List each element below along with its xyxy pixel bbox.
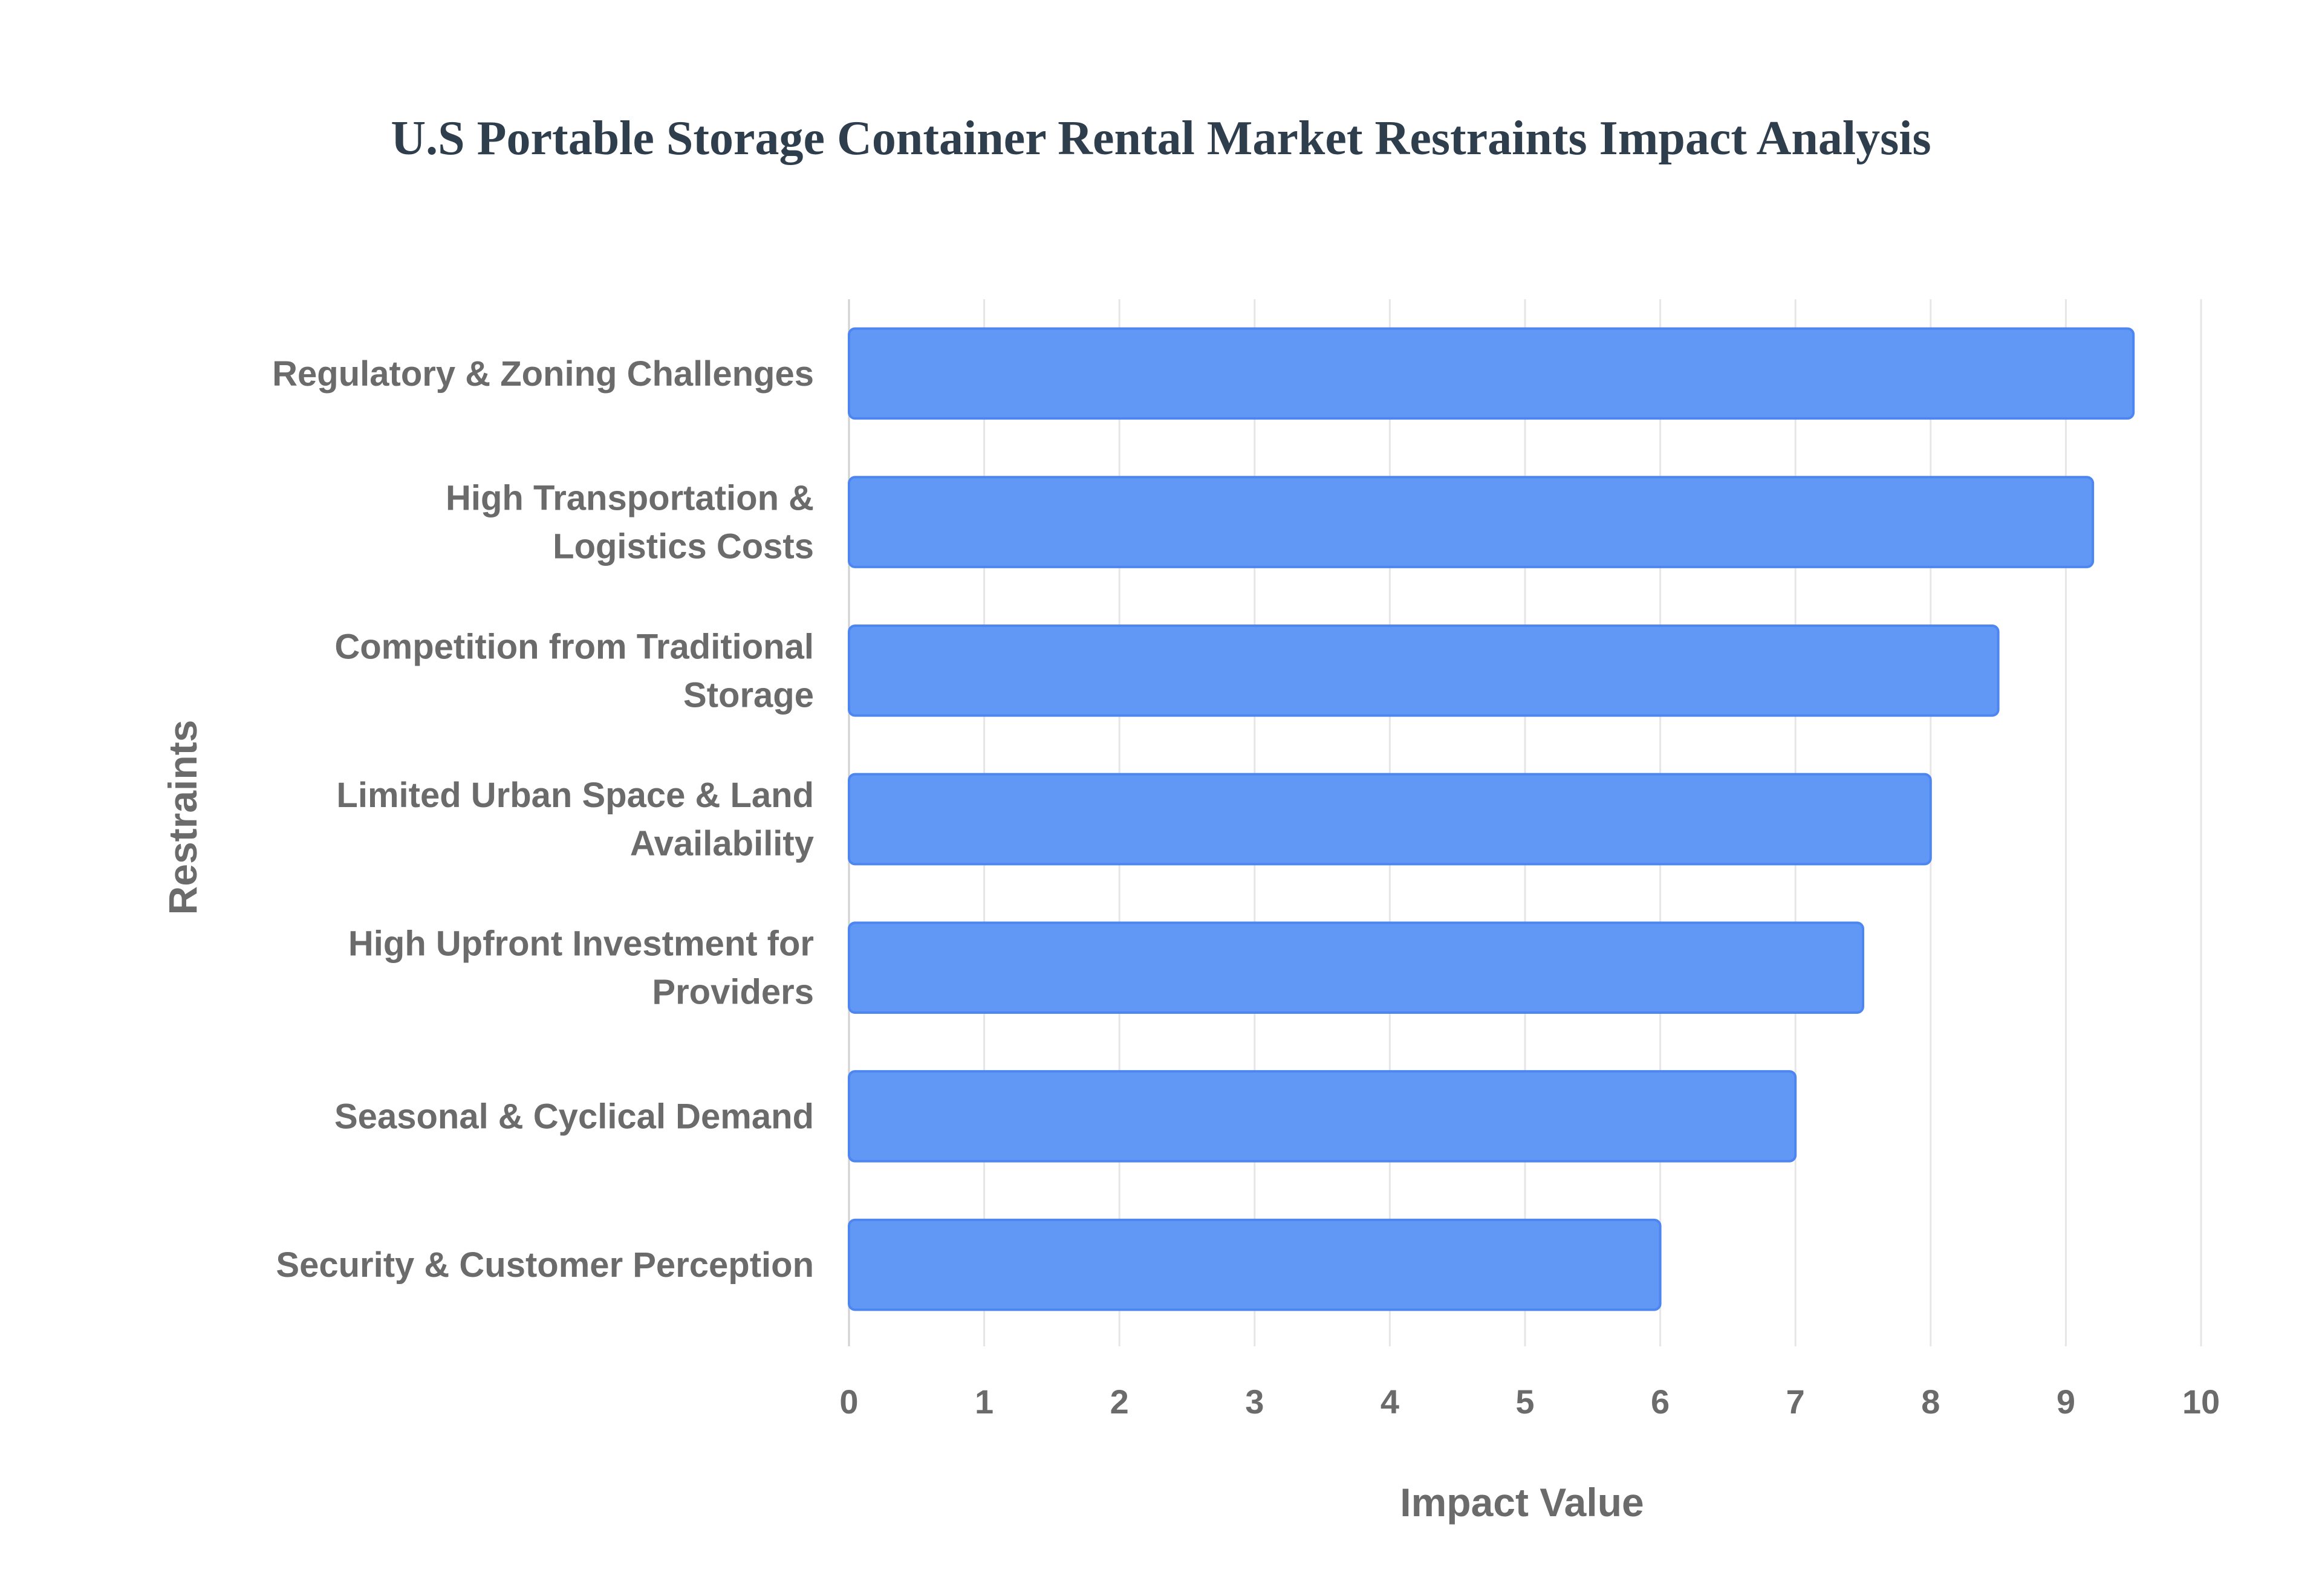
category-label: Security & Customer Perception — [276, 1245, 814, 1285]
category-label: High Upfront Investment for — [348, 924, 814, 964]
bar-2 — [848, 476, 2095, 568]
category-label: Seasonal & Cyclical Demand — [334, 1097, 814, 1136]
category-label: Limited Urban Space & Land — [336, 776, 814, 815]
category-label: Storage — [683, 675, 814, 715]
category-label: Competition from Traditional — [334, 627, 814, 666]
y-axis-title: Restraints — [160, 720, 205, 915]
x-tick-label: 9 — [2057, 1383, 2075, 1421]
category-label: Providers — [652, 973, 814, 1012]
x-tick-label: 7 — [1786, 1383, 1805, 1421]
category-label: Availability — [630, 824, 814, 863]
x-tick-label: 10 — [2182, 1383, 2220, 1421]
x-tick-labels: 0 1 2 3 4 5 6 7 8 9 10 — [839, 1383, 2220, 1421]
x-tick-label: 2 — [1110, 1383, 1129, 1421]
x-tick-label: 5 — [1515, 1383, 1534, 1421]
bar-6 — [848, 1070, 1797, 1163]
x-tick-label: 1 — [975, 1383, 994, 1421]
category-label: Logistics Costs — [553, 527, 814, 566]
bar-3 — [848, 624, 2000, 717]
x-tick-label: 6 — [1651, 1383, 1670, 1421]
bar-7 — [848, 1218, 1662, 1311]
bar-4 — [848, 773, 1932, 866]
bar-5 — [848, 921, 1864, 1014]
x-tick-label: 4 — [1381, 1383, 1399, 1421]
category-label: High Transportation & — [446, 479, 814, 518]
x-tick-label: 0 — [839, 1383, 858, 1421]
bar-1 — [848, 327, 2135, 420]
chart-title: U.S Portable Storage Container Rental Ma… — [391, 112, 1931, 165]
x-tick-label: 3 — [1245, 1383, 1264, 1421]
category-labels: Regulatory & Zoning Challenges High Trans… — [272, 354, 814, 1285]
x-tick-label: 8 — [1921, 1383, 1940, 1421]
category-label: Regulatory & Zoning Challenges — [272, 354, 814, 394]
x-axis-title: Impact Value — [1400, 1480, 1644, 1525]
bars — [848, 327, 2135, 1311]
